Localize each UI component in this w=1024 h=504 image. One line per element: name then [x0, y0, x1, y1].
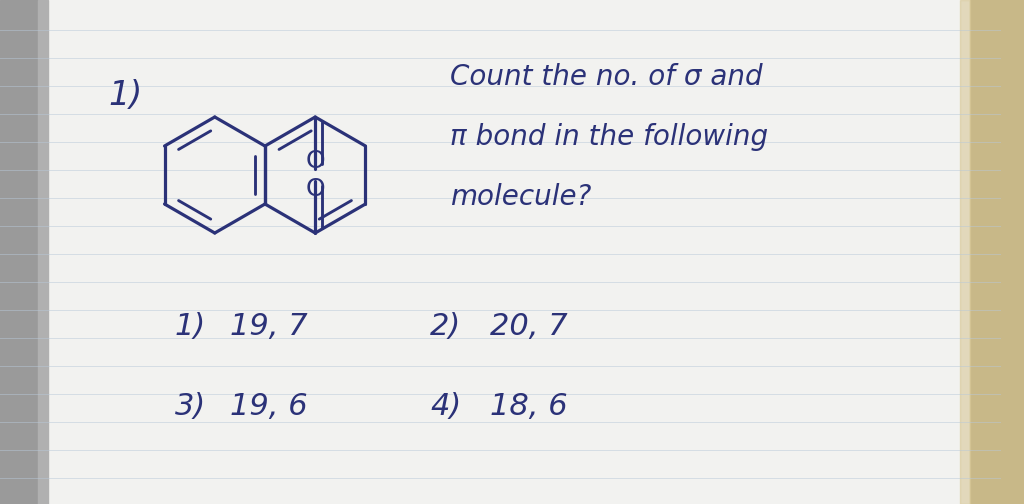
Bar [970, 0, 1024, 504]
Bar [0, 0, 38, 504]
Text: π bond in the following: π bond in the following [450, 123, 768, 151]
Text: 4): 4) [430, 392, 461, 421]
Text: Count the no. of σ and: Count the no. of σ and [450, 63, 763, 91]
Text: 19, 6: 19, 6 [230, 392, 307, 421]
Text: O: O [305, 149, 325, 173]
Text: 1): 1) [108, 79, 142, 112]
Text: 19, 7: 19, 7 [230, 312, 307, 341]
Text: 18, 6: 18, 6 [490, 392, 567, 421]
Text: molecule?: molecule? [450, 183, 592, 211]
Text: 3): 3) [175, 392, 206, 421]
Text: 20, 7: 20, 7 [490, 312, 567, 341]
Bar [961, 0, 970, 504]
Text: 1): 1) [175, 312, 206, 341]
Text: O: O [305, 177, 325, 201]
Text: 2): 2) [430, 312, 461, 341]
Bar [38, 0, 48, 504]
